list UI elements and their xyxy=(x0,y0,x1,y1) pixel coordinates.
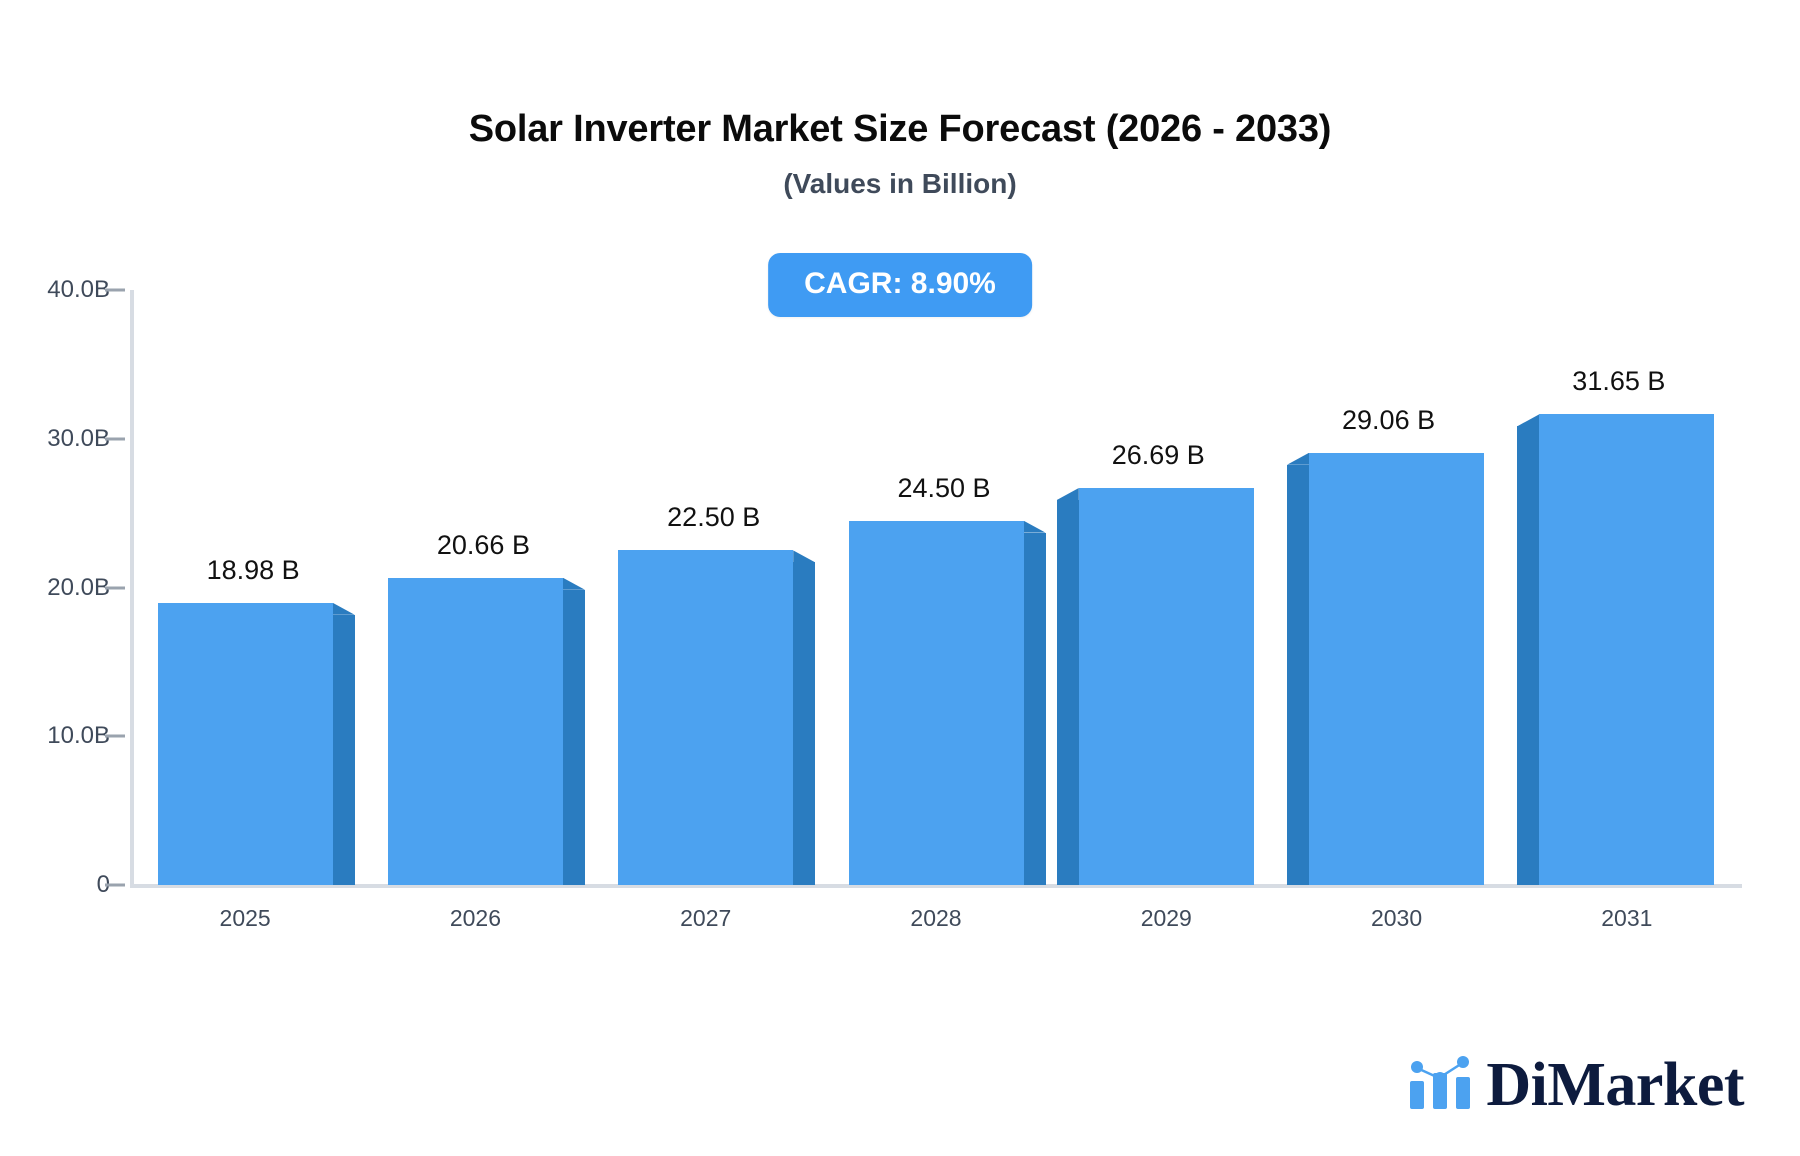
plot-area xyxy=(130,290,1742,885)
bar-top-bevel xyxy=(332,602,355,615)
x-tick-label: 2025 xyxy=(219,905,271,931)
y-tick-label: 20.0B xyxy=(47,573,110,601)
bar[interactable] xyxy=(1056,488,1254,885)
bar-side-face xyxy=(562,589,585,885)
y-tick-mark xyxy=(105,437,125,441)
bar-front-face xyxy=(848,520,1024,885)
bar-value-label: 18.98 B xyxy=(206,554,300,585)
bar-side-face xyxy=(1056,500,1079,885)
y-tick-label: 40.0B xyxy=(47,276,110,303)
bar-front-face xyxy=(387,577,563,885)
bar-front-face xyxy=(1078,488,1254,885)
y-tick-label: 30.0B xyxy=(47,424,110,452)
x-tick-label: 2029 xyxy=(1140,905,1192,931)
bar-front-face xyxy=(1539,414,1715,885)
bar[interactable] xyxy=(157,602,355,885)
bar-value-label: 31.65 B xyxy=(1572,366,1666,397)
bar[interactable] xyxy=(848,520,1046,885)
bar-front-face xyxy=(157,602,333,885)
bar[interactable] xyxy=(1517,414,1715,885)
bar-top-bevel xyxy=(1023,520,1046,533)
bar[interactable] xyxy=(618,550,816,885)
bar[interactable] xyxy=(387,577,585,885)
x-tick-label: 2031 xyxy=(1601,905,1653,931)
bar-side-face xyxy=(1287,464,1310,885)
y-tick-mark xyxy=(105,883,125,887)
y-tick-mark xyxy=(105,734,125,738)
logo-text: DiMarket xyxy=(1486,1050,1744,1119)
x-tick-label: 2026 xyxy=(449,905,501,931)
x-tick-label: 2030 xyxy=(1370,905,1423,931)
bar-top-bevel xyxy=(793,550,816,563)
x-axis-line xyxy=(130,884,1742,888)
chart-subtitle: (Values in Billion) xyxy=(783,168,1017,199)
bar-side-face xyxy=(793,562,816,885)
bar-value-label: 29.06 B xyxy=(1342,404,1436,435)
bar-front-face xyxy=(618,550,794,885)
bar-top-bevel xyxy=(1517,414,1540,427)
chart-title: Solar Inverter Market Size Forecast (202… xyxy=(468,108,1332,150)
bar-side-face xyxy=(1517,426,1540,885)
y-tick-label: 0 xyxy=(96,871,110,898)
y-tick-mark xyxy=(105,586,125,589)
bar-front-face xyxy=(1309,452,1485,885)
bar-top-bevel xyxy=(562,577,585,590)
bar[interactable] xyxy=(1287,452,1485,885)
y-tick-mark xyxy=(105,288,125,292)
x-tick-label: 2027 xyxy=(680,905,732,931)
dimarket-logo: DiMarket xyxy=(1408,1053,1744,1116)
bar-top-bevel xyxy=(1287,452,1310,465)
bar-side-face xyxy=(332,614,355,885)
cagr-badge: CAGR: 8.90% xyxy=(768,253,1032,317)
y-tick-label: 10.0B xyxy=(47,722,110,750)
y-axis-line xyxy=(130,290,134,886)
bar-value-label: 24.50 B xyxy=(897,472,991,503)
x-tick-label: 2028 xyxy=(910,905,962,931)
bar-side-face xyxy=(1023,532,1046,885)
bar-value-label: 26.69 B xyxy=(1111,439,1205,470)
bar-value-label: 22.50 B xyxy=(667,502,761,533)
bar-value-label: 20.66 B xyxy=(436,529,530,560)
bar-chart-logo-icon xyxy=(1408,1053,1474,1116)
